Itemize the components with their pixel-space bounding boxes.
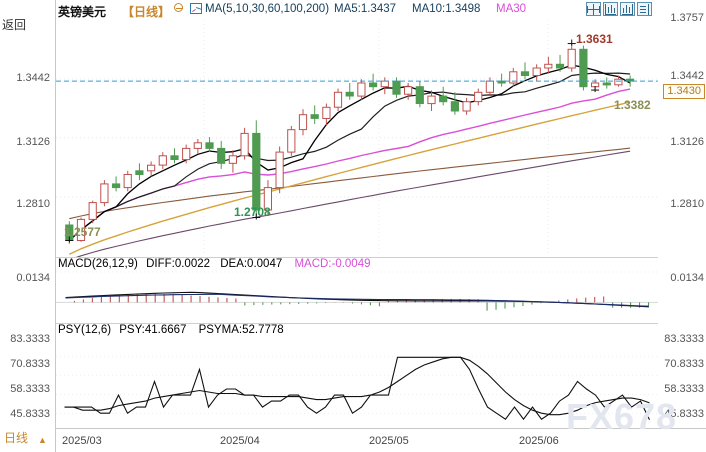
macd-pane[interactable]: MACD(26,12,9) DIFF:0.0022 DEA:0.0047 MAC… bbox=[56, 257, 658, 322]
psy-axis-left-tick: 45.8333 bbox=[10, 408, 50, 420]
psy-axis-right-tick: 45.8333 bbox=[664, 408, 704, 420]
chart-shift-right-icon[interactable] bbox=[637, 2, 652, 16]
macd-dea: DEA:0.0047 bbox=[220, 258, 283, 270]
psy-axis-right-tick: 70.8333 bbox=[664, 358, 704, 370]
left-rail: 返回 日线 ▲ 1.3442 1.3126 1.2810 0.0134 83.3… bbox=[0, 0, 56, 452]
macd-header: MACD(26,12,9) DIFF:0.0022 DEA:0.0047 MAC… bbox=[58, 258, 371, 270]
macd-axis-left-tick: 0.0134 bbox=[16, 272, 50, 284]
psy-axis-left-tick: 70.8333 bbox=[10, 358, 50, 370]
timeframe-label[interactable]: 日线 bbox=[4, 431, 29, 445]
current-price-badge: 1.3430 bbox=[663, 84, 705, 99]
ma5-value: MA5:1.3437 bbox=[334, 3, 397, 15]
psy-axis-left-tick: 83.3333 bbox=[10, 333, 50, 345]
price-axis-right-tick: 1.2810 bbox=[670, 198, 704, 210]
macd-axis-right-tick: 0.0134 bbox=[670, 272, 704, 284]
psy-header: PSY(12,6) PSY:41.6667 PSYMA:52.7778 bbox=[58, 324, 284, 336]
price-axis-left-tick: 1.3442 bbox=[16, 72, 50, 84]
macd-plot bbox=[56, 271, 658, 311]
chart-left-align-icon[interactable] bbox=[603, 2, 618, 16]
psy-title: PSY(12,6) bbox=[58, 324, 112, 336]
macd-title: MACD(26,12,9) bbox=[58, 258, 138, 270]
period-label[interactable]: 【日线】 bbox=[122, 5, 171, 19]
price-axis-left-tick: 1.3126 bbox=[16, 136, 50, 148]
macd-diff: DIFF:0.0022 bbox=[146, 258, 211, 270]
circle-minus-icon[interactable] bbox=[174, 3, 183, 15]
annotation-swing-low: 1.2708 bbox=[234, 205, 271, 219]
psy-axis-right-tick: 58.3333 bbox=[664, 383, 704, 395]
date-axis: 2025/03 2025/04 2025/05 2025/06 bbox=[56, 428, 706, 452]
price-axis-right-tick: 1.3126 bbox=[670, 136, 704, 148]
date-tick: 2025/04 bbox=[220, 435, 260, 447]
price-axis-right-tick: 1.3442 bbox=[670, 70, 704, 82]
ma30-value: MA30 bbox=[496, 3, 527, 15]
psy-pane[interactable]: PSY(12,6) PSY:41.6667 PSYMA:52.7778 bbox=[56, 323, 658, 428]
symbol-label: 英镑美元 bbox=[58, 5, 107, 19]
crosshair-icon[interactable] bbox=[586, 2, 601, 16]
ma-params-label[interactable]: MA(5,10,30,60,100,200) bbox=[205, 3, 330, 15]
price-axis-right-tick: 1.3757 bbox=[670, 12, 704, 24]
psy-axis-left-tick: 58.3333 bbox=[10, 383, 50, 395]
date-tick: 2025/05 bbox=[369, 435, 409, 447]
chart-right-align-icon[interactable] bbox=[620, 2, 635, 16]
date-tick: 2025/06 bbox=[519, 435, 559, 447]
watermark: FX678 bbox=[566, 396, 678, 437]
price-axis-left-tick: 1.2810 bbox=[16, 198, 50, 210]
psy-value: PSY:41.6667 bbox=[119, 324, 187, 336]
annotation-period-low: 1.2577 bbox=[64, 225, 101, 239]
timeframe-arrow-icon[interactable]: ▲ bbox=[38, 435, 47, 445]
psyma-value: PSYMA:52.7778 bbox=[198, 324, 284, 336]
price-chart-pane[interactable]: 1.3631 1.3382 1.2577 1.2708 bbox=[56, 20, 658, 261]
chart-header: 英镑美元 【日线】 MA(5,10,30,60,100,200) MA5:1.3… bbox=[56, 2, 706, 20]
back-button[interactable]: 返回 bbox=[2, 18, 27, 32]
date-tick: 2025/03 bbox=[62, 435, 102, 447]
annotation-period-high: 1.3631 bbox=[576, 32, 613, 46]
ma-indicator-icon[interactable] bbox=[190, 3, 202, 16]
psy-axis-right-tick: 83.3333 bbox=[664, 333, 704, 345]
candlestick-plot bbox=[56, 20, 658, 261]
macd-value: MACD:-0.0049 bbox=[294, 258, 371, 270]
annotation-recent-low: 1.3382 bbox=[614, 98, 651, 112]
ma10-value: MA10:1.3498 bbox=[412, 3, 481, 15]
psy-plot bbox=[56, 356, 658, 421]
